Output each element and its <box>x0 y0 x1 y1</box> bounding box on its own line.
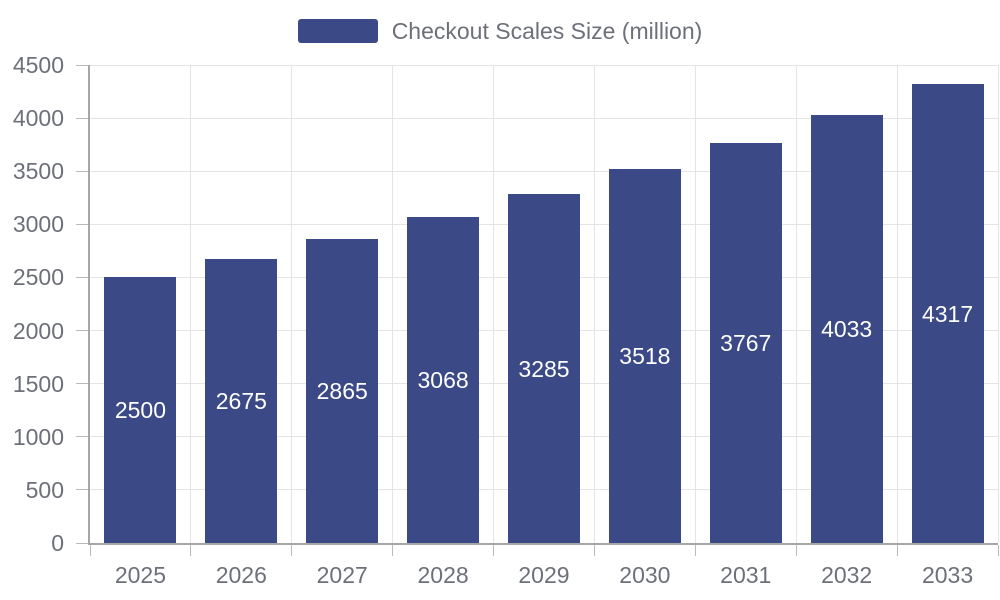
bar-value-label: 2865 <box>316 377 368 404</box>
bar-value-label: 2675 <box>215 387 267 414</box>
bar[interactable]: 3518 <box>608 169 681 543</box>
legend-label: Checkout Scales Size (million) <box>391 18 703 44</box>
bar[interactable]: 2500 <box>104 277 177 543</box>
y-axis-tick-label: 4500 <box>12 52 64 78</box>
x-gridline <box>896 65 898 543</box>
bar[interactable]: 3767 <box>709 142 782 543</box>
x-gridline <box>493 65 495 543</box>
x-axis-tick <box>795 545 797 556</box>
x-axis-tick <box>493 545 495 556</box>
x-axis-tick <box>291 545 293 556</box>
x-gridline <box>694 65 696 543</box>
y-axis-tick-label: 2000 <box>12 317 64 344</box>
bar-value-label: 4317 <box>921 300 974 327</box>
x-gridline <box>795 65 797 543</box>
y-axis-tick-label: 500 <box>25 476 64 503</box>
y-axis-tick-label: 0 <box>51 530 64 556</box>
y-axis-tick-label: 3500 <box>12 158 64 185</box>
bar-value-label: 3767 <box>720 329 772 356</box>
y-axis-tick-label: 1000 <box>12 423 64 450</box>
x-axis-tick <box>997 545 999 556</box>
x-axis-tick-label: 2026 <box>215 562 267 588</box>
x-axis-tick-label: 2032 <box>821 562 873 588</box>
x-axis-tick <box>896 545 898 556</box>
y-axis-tick <box>76 383 88 385</box>
x-gridline <box>593 65 595 543</box>
y-axis-tick <box>76 223 88 225</box>
bar-value-label: 3068 <box>417 367 469 394</box>
bar[interactable]: 4317 <box>911 84 984 543</box>
y-axis-tick <box>76 276 88 278</box>
bar[interactable]: 2865 <box>306 238 379 543</box>
x-axis-tick-label: 2027 <box>316 562 368 588</box>
y-axis-tick <box>76 64 88 66</box>
x-axis-tick-label: 2030 <box>619 562 671 588</box>
bar-value-label: 2500 <box>114 397 167 424</box>
x-axis-tick <box>190 545 192 556</box>
bar[interactable]: 4033 <box>810 114 883 543</box>
y-axis-tick <box>76 330 88 332</box>
bar-value-label: 3518 <box>619 343 671 370</box>
y-axis-tick <box>76 117 88 119</box>
bar-value-label: 3285 <box>518 355 570 382</box>
y-axis-tick-label: 4000 <box>12 105 64 132</box>
bar-value-label: 4033 <box>821 315 873 342</box>
x-axis-tick <box>89 545 91 556</box>
x-axis-tick-label: 2033 <box>921 562 974 588</box>
bar[interactable]: 3068 <box>407 217 480 543</box>
x-axis-tick <box>593 545 595 556</box>
x-axis-tick-label: 2029 <box>518 562 570 588</box>
y-axis-tick <box>76 542 88 544</box>
x-axis-tick <box>694 545 696 556</box>
plot-area: 0 500 1000 1500 2000 2500 3000 3500 4000 4500 2500… <box>13 53 999 587</box>
x-axis-tick-label: 2025 <box>114 562 167 588</box>
y-gridline <box>90 117 998 119</box>
y-axis-tick-label: 3000 <box>12 211 64 238</box>
y-gridline <box>90 170 998 172</box>
x-axis-tick-label: 2028 <box>417 562 469 588</box>
y-axis-tick-label: 2500 <box>12 264 64 291</box>
bar[interactable]: 2675 <box>205 258 278 543</box>
x-gridline <box>392 65 394 543</box>
y-axis-tick <box>76 170 88 172</box>
x-gridline <box>190 65 192 543</box>
y-axis-tick <box>76 489 88 491</box>
x-axis-tick-label: 2031 <box>720 562 772 588</box>
bar[interactable]: 3285 <box>508 194 580 543</box>
y-axis-tick-label: 1500 <box>12 370 64 397</box>
x-gridline <box>291 65 293 543</box>
y-axis-tick <box>76 436 88 438</box>
y-gridline <box>90 64 998 66</box>
x-gridline <box>997 65 999 543</box>
legend-item[interactable]: Checkout Scales Size (million) <box>0 18 1000 44</box>
x-axis-tick <box>392 545 394 556</box>
legend-swatch <box>297 19 378 43</box>
